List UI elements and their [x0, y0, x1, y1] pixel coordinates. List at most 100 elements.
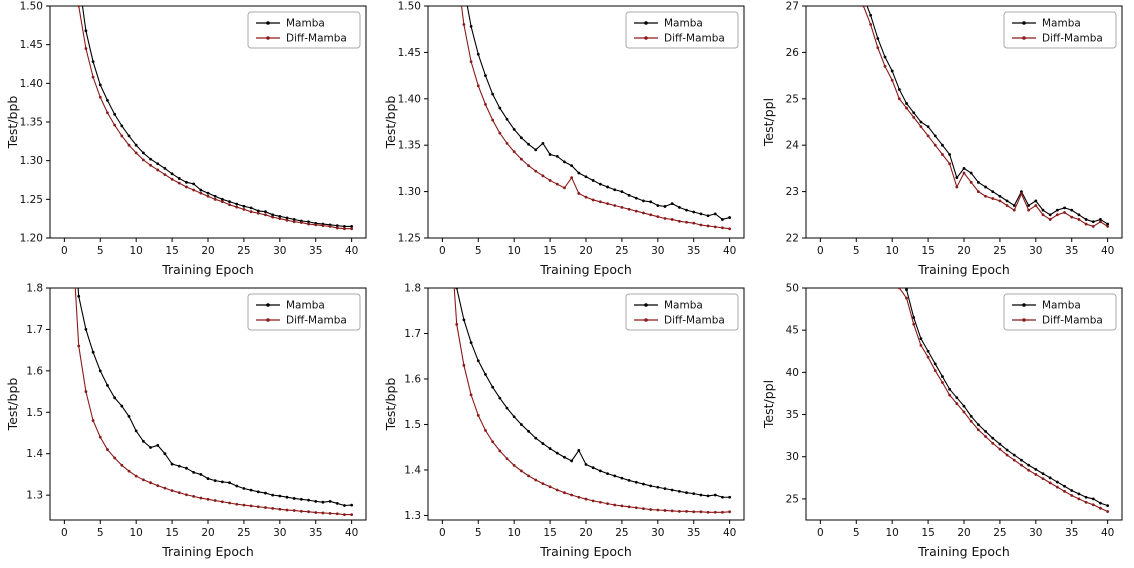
y-tick-label: 1.45 — [20, 39, 43, 51]
subplot-5: 0 5 10 15 20 25 30 35 40 1.3 1.4 1.5 1.6 1.7 1.8 Traini… — [378, 282, 756, 564]
x-tick-label: 40 — [723, 527, 736, 539]
x-axis: 0 5 10 15 20 25 30 35 40 — [61, 520, 358, 539]
legend: Mamba Diff-Mamba — [247, 293, 361, 331]
y-tick-label: 1.25 — [398, 233, 421, 245]
legend-label: Diff-Mamba — [286, 33, 347, 45]
y-tick-label: 1.3 — [26, 490, 43, 502]
x-tick-label: 15 — [165, 527, 178, 539]
legend-marker — [1022, 21, 1026, 25]
y-axis: 25 30 35 40 45 50 — [786, 283, 806, 505]
x-tick-label: 5 — [475, 527, 482, 539]
chart-canvas: 0 5 10 15 20 25 30 35 40 1.3 1.4 1.5 1.6 1.7 1.8 Traini… — [378, 282, 756, 564]
series-group — [897, 288, 1110, 513]
legend-label: Mamba — [1042, 300, 1081, 312]
x-tick-label: 20 — [201, 527, 214, 539]
subplot-6: 0 5 10 15 20 25 30 35 40 25 30 35 40 45 50 Training Epo… — [756, 282, 1134, 564]
x-tick-label: 40 — [345, 245, 358, 257]
y-tick-label: 1.5 — [26, 407, 43, 419]
series-diff-mamba — [897, 288, 1110, 513]
legend-label: Mamba — [664, 300, 703, 312]
y-tick-label: 1.5 — [404, 419, 421, 431]
chart-canvas: 0 5 10 15 20 25 30 35 40 1.3 1.4 1.5 1.6 1.7 1.8 Traini… — [0, 282, 378, 564]
x-tick-label: 10 — [507, 245, 520, 257]
legend-label: Diff-Mamba — [664, 33, 725, 45]
y-tick-label: 1.8 — [404, 283, 421, 295]
legend-label: Mamba — [286, 18, 325, 30]
series-mamba — [77, 288, 354, 507]
y-tick-label: 1.20 — [20, 233, 43, 245]
legend-label: Diff-Mamba — [286, 315, 347, 327]
y-axis: 22 23 24 25 26 27 — [786, 1, 806, 245]
x-axis-label: Training Epoch — [539, 544, 632, 559]
x-axis-label: Training Epoch — [161, 262, 254, 277]
y-tick-label: 1.4 — [404, 464, 421, 476]
y-tick-label: 1.35 — [20, 117, 43, 129]
x-tick-label: 20 — [201, 245, 214, 257]
series-diff-mamba — [460, 6, 732, 231]
series-group — [77, 6, 354, 231]
chart-canvas: 0 5 10 15 20 25 30 35 40 25 30 35 40 45 50 Training Epo… — [756, 282, 1134, 564]
x-axis: 0 5 10 15 20 25 30 35 40 — [817, 238, 1114, 257]
subplot-3: 0 5 10 15 20 25 30 35 40 22 23 24 25 26 27 Training Epo… — [756, 0, 1134, 282]
legend-label: Mamba — [1042, 18, 1081, 30]
y-tick-label: 24 — [786, 140, 800, 152]
x-tick-label: 30 — [1029, 245, 1042, 257]
x-tick-label: 30 — [273, 527, 286, 539]
series-diff-mamba — [453, 288, 732, 514]
x-tick-label: 25 — [237, 245, 250, 257]
x-tick-label: 5 — [97, 527, 104, 539]
legend-label: Diff-Mamba — [1042, 33, 1103, 45]
series-diff-mamba — [862, 6, 1110, 228]
legend-marker — [266, 303, 270, 307]
subplot-1: 0 5 10 15 20 25 30 35 40 1.20 1.25 1.30 1.35 1.40 1.45… — [0, 0, 378, 282]
series-mamba — [866, 6, 1110, 226]
legend-marker — [266, 318, 270, 322]
x-axis-label: Training Epoch — [917, 262, 1010, 277]
x-tick-label: 15 — [543, 245, 556, 257]
x-tick-label: 30 — [651, 245, 664, 257]
x-tick-label: 10 — [129, 245, 142, 257]
chart-canvas: 0 5 10 15 20 25 30 35 40 22 23 24 25 26 27 Training Epo… — [756, 0, 1134, 282]
y-tick-label: 1.30 — [398, 186, 421, 198]
y-tick-label: 1.30 — [20, 155, 43, 167]
y-tick-label: 1.6 — [26, 365, 43, 377]
x-axis: 0 5 10 15 20 25 30 35 40 — [439, 238, 736, 257]
x-tick-label: 30 — [651, 527, 664, 539]
y-tick-label: 23 — [786, 186, 799, 198]
x-tick-label: 10 — [885, 245, 898, 257]
y-axis-label: Test/ppl — [761, 98, 776, 147]
y-tick-label: 22 — [786, 233, 799, 245]
subplot-4: 0 5 10 15 20 25 30 35 40 1.3 1.4 1.5 1.6 1.7 1.8 Traini… — [0, 282, 378, 564]
x-tick-label: 10 — [507, 527, 520, 539]
y-axis-label: Test/ppl — [761, 380, 776, 429]
legend-marker — [644, 36, 648, 40]
y-tick-label: 1.50 — [20, 1, 43, 13]
y-tick-label: 40 — [786, 367, 799, 379]
y-axis: 1.20 1.25 1.30 1.35 1.40 1.45 1.50 — [20, 1, 50, 245]
y-axis-label: Test/bpb — [5, 96, 20, 150]
legend-marker — [1022, 36, 1026, 40]
y-tick-label: 45 — [786, 325, 799, 337]
x-tick-label: 10 — [885, 527, 898, 539]
legend-label: Mamba — [664, 18, 703, 30]
y-tick-label: 1.6 — [404, 373, 421, 385]
x-tick-label: 15 — [921, 245, 934, 257]
y-tick-label: 25 — [786, 93, 799, 105]
y-axis-label: Test/bpb — [383, 378, 398, 432]
x-tick-label: 30 — [273, 245, 286, 257]
legend-marker — [1022, 318, 1026, 322]
y-tick-label: 25 — [786, 493, 799, 505]
x-tick-label: 0 — [817, 245, 824, 257]
series-group — [460, 6, 732, 231]
x-tick-label: 25 — [615, 245, 628, 257]
x-tick-label: 20 — [957, 245, 970, 257]
x-axis-label: Training Epoch — [539, 262, 632, 277]
legend: Mamba Diff-Mamba — [1003, 293, 1117, 331]
x-tick-label: 0 — [439, 527, 446, 539]
y-axis: 1.3 1.4 1.5 1.6 1.7 1.8 — [404, 283, 428, 522]
x-tick-label: 20 — [579, 527, 592, 539]
y-tick-label: 1.8 — [26, 283, 43, 295]
legend: Mamba Diff-Mamba — [625, 293, 739, 331]
x-tick-label: 0 — [61, 527, 68, 539]
x-tick-label: 15 — [921, 527, 934, 539]
